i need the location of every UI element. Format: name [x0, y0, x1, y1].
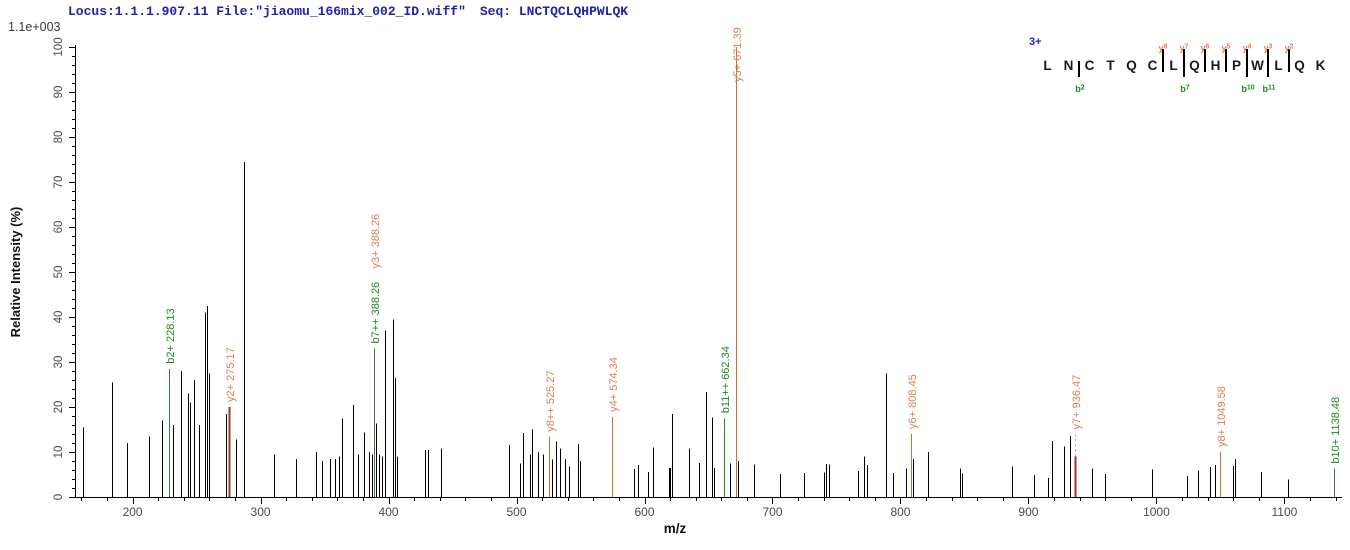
peak-label-b10+: b10+ 1138.48	[1330, 397, 1342, 464]
y-tick-label: 30	[53, 356, 65, 369]
residue-Q: y2 Q	[1285, 43, 1310, 74]
header-seq: Seq: LNCTQCLQHPWLQK	[479, 4, 629, 19]
peak-label-y4+: y4+ 574.34	[608, 357, 620, 412]
x-tick-label: 1000	[1143, 505, 1170, 519]
residue-Q: Q	[1126, 58, 1137, 73]
y-cleavage-tick	[1225, 49, 1227, 72]
header-line: Locus:1.1.1.907.11 File:"jiaomu_166mix_0…	[68, 4, 628, 19]
b-cleavage-tick	[1078, 61, 1080, 77]
b-ion-label-b10: b10	[1241, 83, 1255, 94]
x-tick-label: 200	[123, 505, 143, 519]
y-ion-label-y5: y5	[1221, 42, 1231, 53]
y-tick-label: 50	[53, 266, 65, 279]
y-cleavage-tick	[1246, 49, 1248, 72]
peak-label-y2+: y2+ 275.17	[225, 347, 237, 402]
y-tick-label: 10	[53, 446, 65, 459]
residue-L: L	[1043, 58, 1052, 73]
b-ion-label-b7: b7	[1180, 83, 1190, 94]
x-tick-label: 800	[890, 505, 910, 519]
x-tick-label: 500	[507, 505, 527, 519]
b-cleavage-tick	[1183, 61, 1185, 77]
b-cleavage-tick	[1267, 61, 1269, 77]
y-ion-label-y3: y3	[1263, 42, 1273, 53]
residue-K: K	[1315, 58, 1326, 73]
b-cleavage-tick	[1246, 61, 1248, 77]
y-cleavage-tick	[1267, 49, 1269, 72]
y-cleavage-tick	[1288, 49, 1290, 72]
y-tick-label: 60	[53, 221, 65, 234]
x-tick-label: 700	[762, 505, 782, 519]
x-tick-label: 1100	[1272, 505, 1298, 519]
y-tick-label: 70	[53, 176, 65, 189]
y-tick-label: 100	[53, 37, 65, 56]
peak-label-b2+: b2+ 228.13	[165, 308, 177, 363]
peak-label-b11++: b11++ 662.34	[720, 346, 732, 413]
y-tick-label: 0	[53, 494, 65, 500]
y-cleavage-tick	[1204, 49, 1206, 72]
x-tick-label: 900	[1018, 505, 1038, 519]
y-ion-label-y8: y8	[1158, 42, 1168, 53]
peak-label-y3+: y3+ 388.26	[370, 214, 382, 269]
precursor-charge: 3+	[1029, 36, 1042, 48]
residue-H: y6 H	[1201, 43, 1226, 74]
x-tick-label: 300	[251, 505, 271, 519]
x-tick-label: 400	[379, 505, 399, 519]
header-locus-file: Locus:1.1.1.907.11 File:"jiaomu_166mix_0…	[68, 4, 466, 19]
peak-label-y6+: y6+ 808.45	[907, 374, 919, 429]
y-ion-label-y6: y6	[1200, 42, 1210, 53]
intensity-scale-label: 1.1e+003	[8, 20, 61, 34]
residue-W: y4 b10 W	[1241, 43, 1268, 93]
residue-C: C	[1147, 58, 1158, 73]
residue-Q: y7 b7 Q	[1180, 43, 1205, 93]
y-ion-label-y7: y7	[1179, 42, 1189, 53]
x-axis-title: m/z	[664, 521, 687, 536]
b-ion-label-b11: b11	[1262, 83, 1276, 94]
y-tick-label: 40	[53, 311, 65, 324]
x-tick-label: 600	[634, 505, 654, 519]
y-tick-label: 20	[53, 401, 65, 414]
y-cleavage-tick	[1162, 49, 1164, 72]
y-axis-title: Relative Intensity (%)	[8, 207, 23, 338]
y-tick-label: 90	[53, 86, 65, 99]
peak-label-y8+: y8+ 1049.58	[1216, 386, 1228, 447]
residue-P: y5 P	[1222, 43, 1247, 74]
peak-label-y7+: y7+ 936.47	[1071, 375, 1083, 430]
peak-label-y8++: y8++ 525.27	[545, 371, 557, 432]
peak-label-b7++: b7++ 388.26	[370, 282, 382, 344]
residue-N: N	[1063, 58, 1074, 73]
y-cleavage-tick	[1183, 49, 1185, 72]
residue-L: y8 L	[1159, 43, 1184, 74]
y-ion-label-y2: y2	[1284, 42, 1294, 53]
peak-label-y5+: y5+ 671.39	[732, 27, 744, 82]
b-ion-label-b2: b2	[1075, 83, 1085, 94]
residue-C: b2 C	[1075, 58, 1100, 93]
y-ion-label-y4: y4	[1242, 42, 1252, 53]
y-tick-label: 80	[53, 131, 65, 144]
residue-L: y3 b11 L	[1263, 43, 1289, 93]
residue-T: T	[1106, 58, 1115, 73]
